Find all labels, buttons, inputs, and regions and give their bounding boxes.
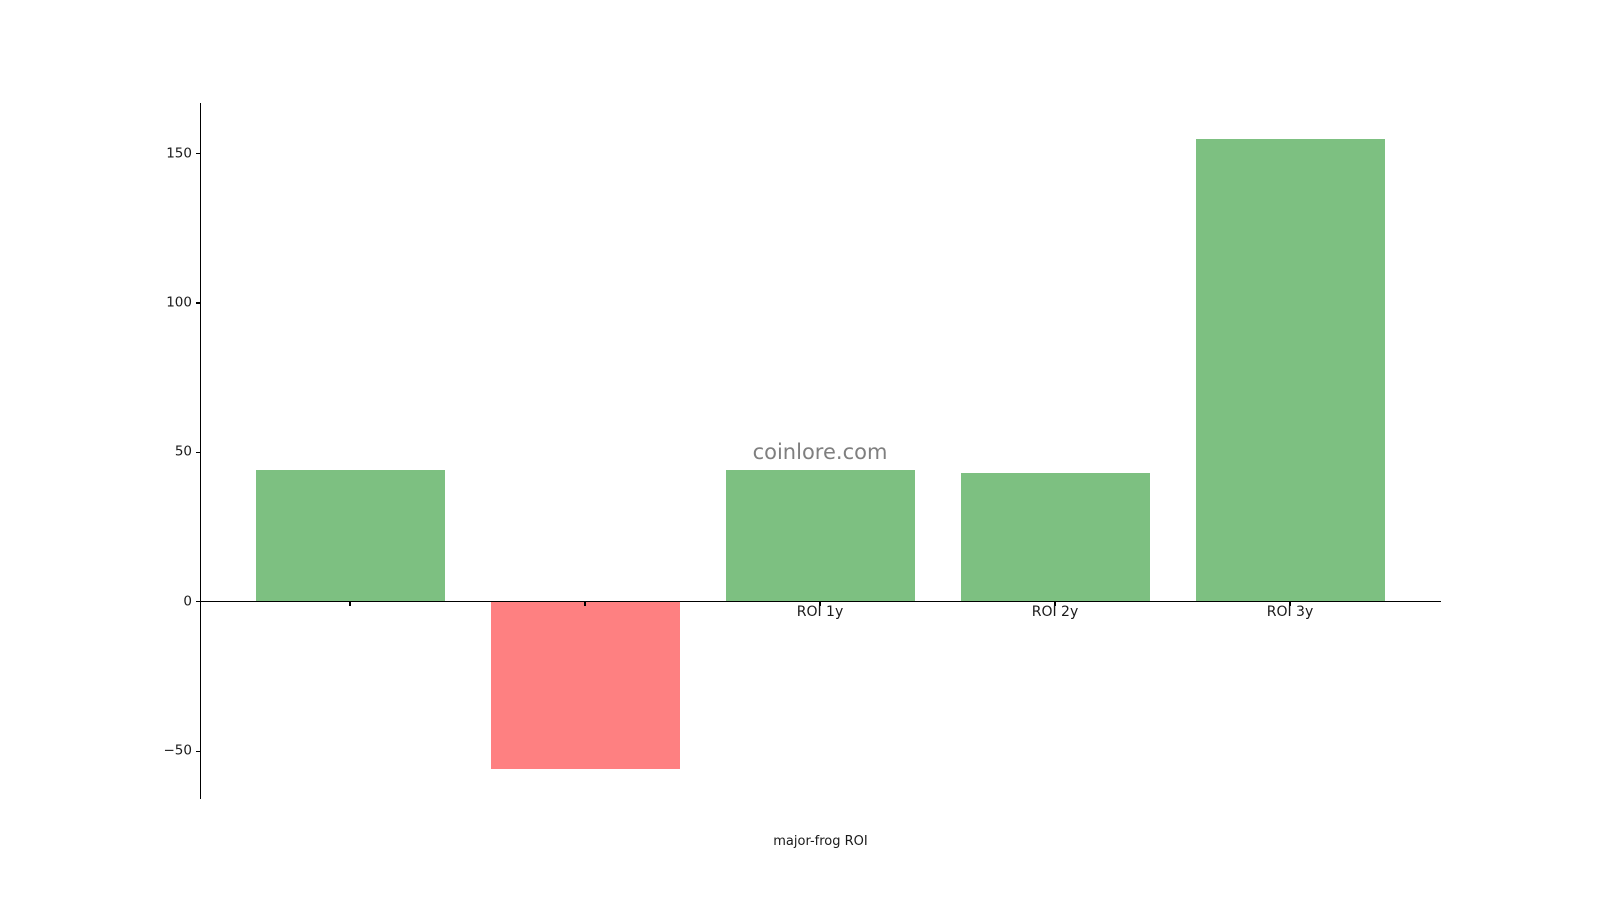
watermark: coinlore.com — [752, 440, 888, 464]
x-tick-label: ROI 1y — [796, 604, 844, 620]
y-tick-mark — [196, 153, 200, 155]
bar-roi-3y — [1195, 138, 1385, 602]
y-axis-spine — [200, 103, 202, 799]
x-tick-label: ROI 2y — [1031, 604, 1079, 620]
x-tick-mark — [1289, 601, 1291, 606]
y-tick-mark — [196, 302, 200, 304]
x-axis-title: major-frog ROI — [773, 834, 868, 849]
y-tick-label: 150 — [166, 145, 192, 162]
y-tick-mark — [196, 750, 200, 752]
bar-col-1 — [255, 470, 445, 602]
y-tick-mark — [196, 601, 200, 603]
y-tick-label: 100 — [166, 294, 192, 311]
x-axis-line — [200, 601, 1441, 603]
bar-col-2 — [490, 601, 680, 770]
y-tick-label: 0 — [183, 593, 192, 610]
y-tick-mark — [196, 451, 200, 454]
x-tick-label: ROI 3y — [1266, 604, 1314, 620]
y-tick-label: 50 — [174, 443, 192, 460]
y-tick-label: −50 — [163, 742, 193, 759]
bar-roi-2y — [960, 473, 1150, 602]
x-tick-mark — [349, 601, 351, 606]
x-tick-mark — [584, 601, 586, 606]
x-tick-mark — [819, 601, 821, 606]
bar-roi-1y — [725, 470, 915, 602]
x-tick-mark — [1054, 601, 1056, 606]
